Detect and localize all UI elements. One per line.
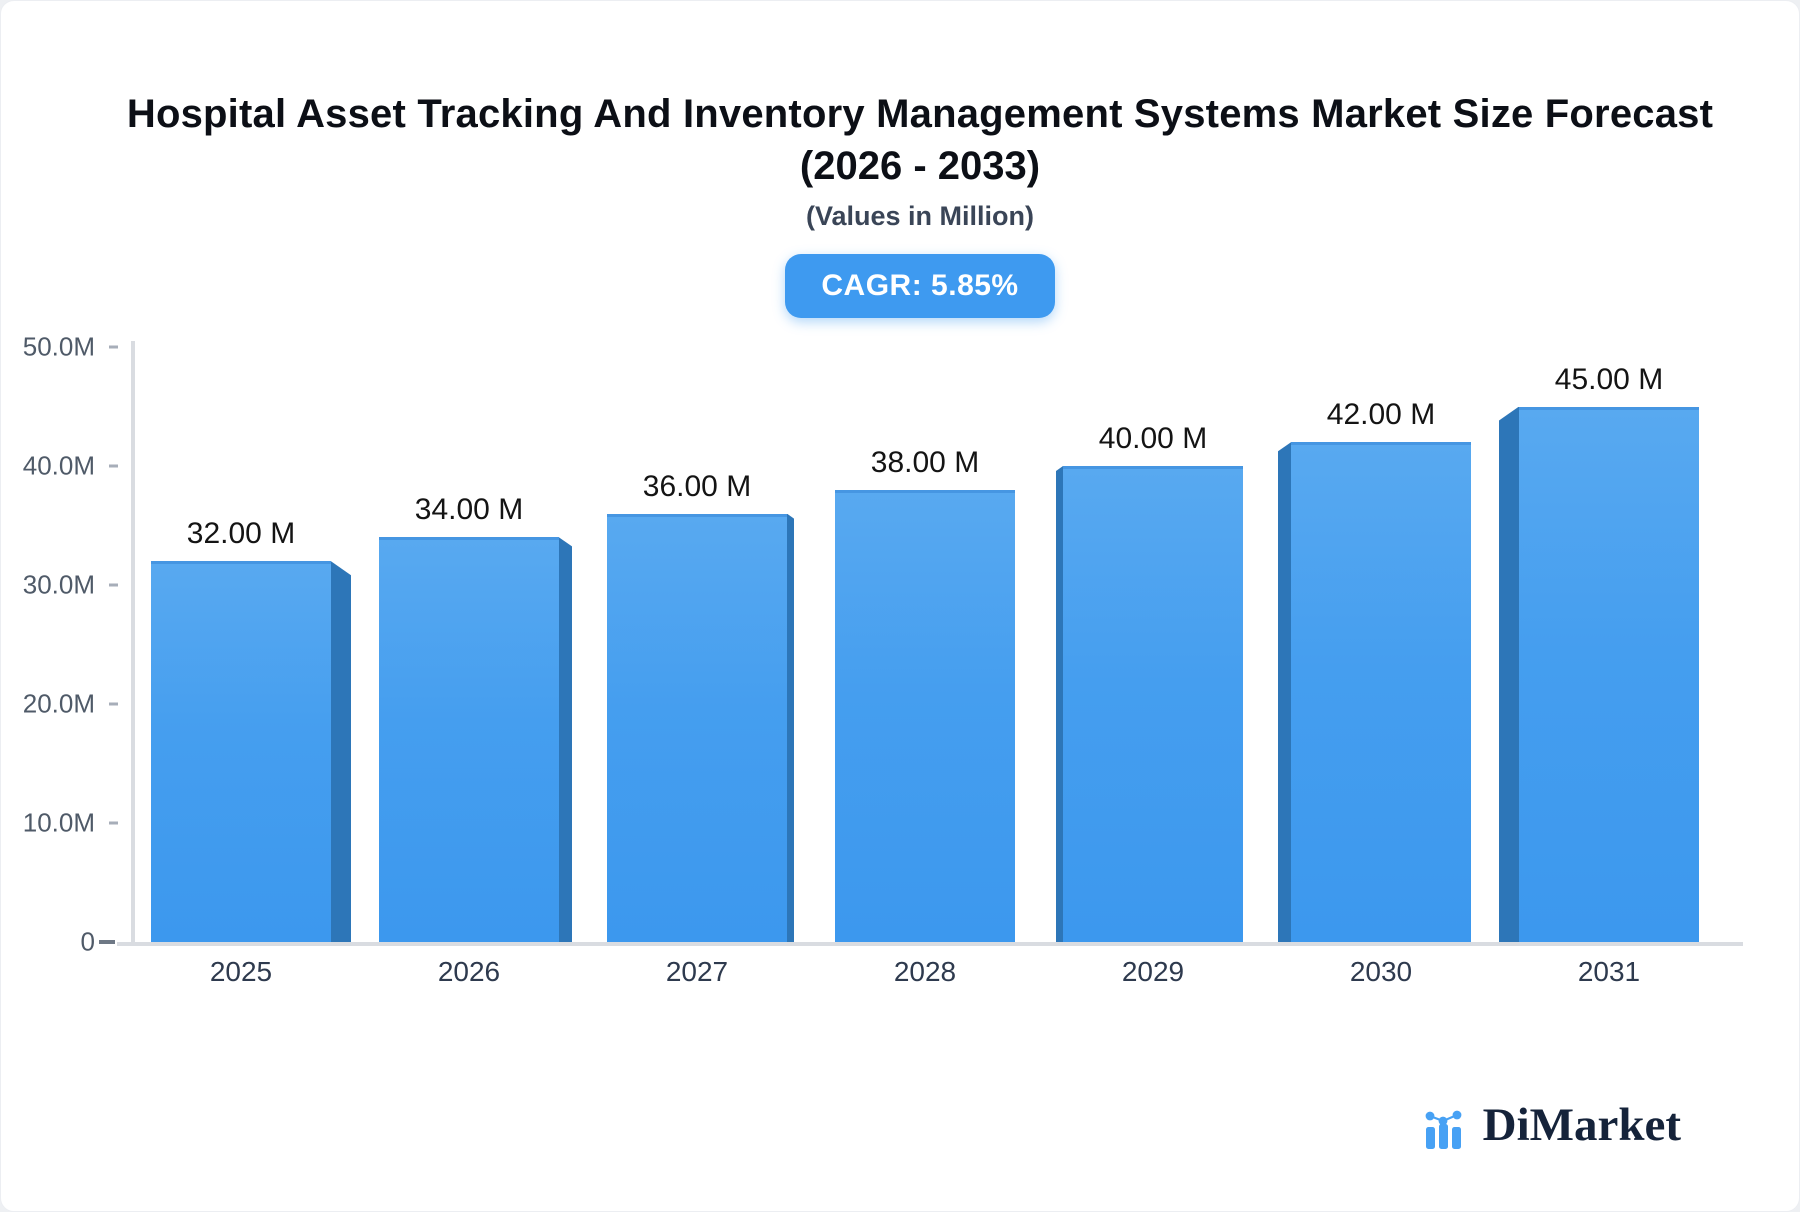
y-tick-label: 40.0M [22,450,95,481]
bar-group: 40.00 M [1056,422,1243,942]
y-tick-dash [109,821,118,825]
y-tick-label: 0 [80,926,95,957]
bar-2026[interactable] [379,537,559,942]
bar-2028[interactable] [835,489,1015,942]
bar-group: 32.00 M [151,517,351,942]
bar-side-3d [1499,406,1519,942]
y-tick-label: 50.0M [22,331,95,362]
bar-group: 36.00 M [607,470,794,942]
y-tick-dash [109,464,118,468]
y-tick-dash [109,345,118,349]
page-title-years: (2026 - 2033) [799,144,1041,188]
x-category-label: 2028 [893,956,957,987]
bar-group: 34.00 M [379,493,572,942]
dimarket-logo[interactable]: DiMarket [1423,1102,1681,1149]
x-category-label: 2027 [665,956,729,987]
bar-value-label: 38.00 M [870,445,980,479]
x-category-label: 2029 [1121,956,1185,987]
x-category-label: 2025 [209,956,273,987]
bar-value-label: 32.00 M [186,517,296,551]
bar-group: 45.00 M [1499,363,1699,942]
bar-side-3d [559,537,572,942]
x-axis-line [117,942,1743,946]
x-category-label: 2026 [437,956,501,987]
y-tick-label: 10.0M [22,807,95,838]
logo-text: DiMarket [1482,1099,1681,1151]
bar-2030[interactable] [1291,442,1471,942]
bar-value-label: 34.00 M [414,493,524,527]
y-tick-label: 20.0M [22,688,95,719]
y-tick-dash [109,583,118,587]
bar-2029[interactable] [1063,466,1243,942]
bar-value-label: 40.00 M [1098,422,1208,455]
bar-group: 38.00 M [835,446,1015,942]
bar-chart-icon [1425,1110,1462,1149]
bar-side-3d [331,561,351,942]
y-tick-dash [99,940,115,944]
y-axis-line [131,341,135,945]
bar-group: 42.00 M [1278,398,1471,942]
bar-side-3d [1278,442,1291,942]
page-title: Hospital Asset Tracking And Inventory Ma… [126,92,1714,136]
bar-2031[interactable] [1519,406,1699,942]
bar-side-3d [1056,466,1063,942]
bar-2025[interactable] [151,561,331,942]
chart-header: Hospital Asset Tracking And Inventory Ma… [21,89,1799,318]
cagr-badge: CAGR: 5.85% [785,254,1055,318]
chart-subtitle: (Values in Million) [805,201,1035,231]
bar-value-label: 36.00 M [642,469,752,503]
bar-2027[interactable] [607,513,787,942]
y-tick-dash [109,702,118,706]
y-tick-label: 30.0M [22,569,95,600]
bar-side-3d [787,513,794,942]
x-category-label: 2030 [1349,956,1413,987]
bar-value-label: 45.00 M [1554,362,1664,396]
x-category-label: 2031 [1577,956,1641,987]
bar-value-label: 42.00 M [1326,398,1436,432]
